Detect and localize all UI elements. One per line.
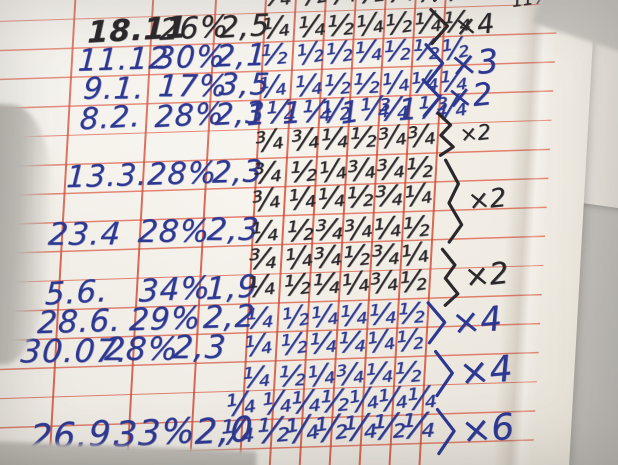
- paper-sheet: 18.11 26% 2,5 11.12 30% 2,1 9.1. 17% 3,5 8.2. 28% 2…: [0, 0, 599, 465]
- paper-content: 18.11 26% 2,5 11.12 30% 2,1 9.1. 17% 3,5 8.2. 28% 2…: [19, 0, 473, 459]
- fraction-cell: ¼: [219, 410, 254, 455]
- fraction-cell: ¼: [400, 405, 435, 448]
